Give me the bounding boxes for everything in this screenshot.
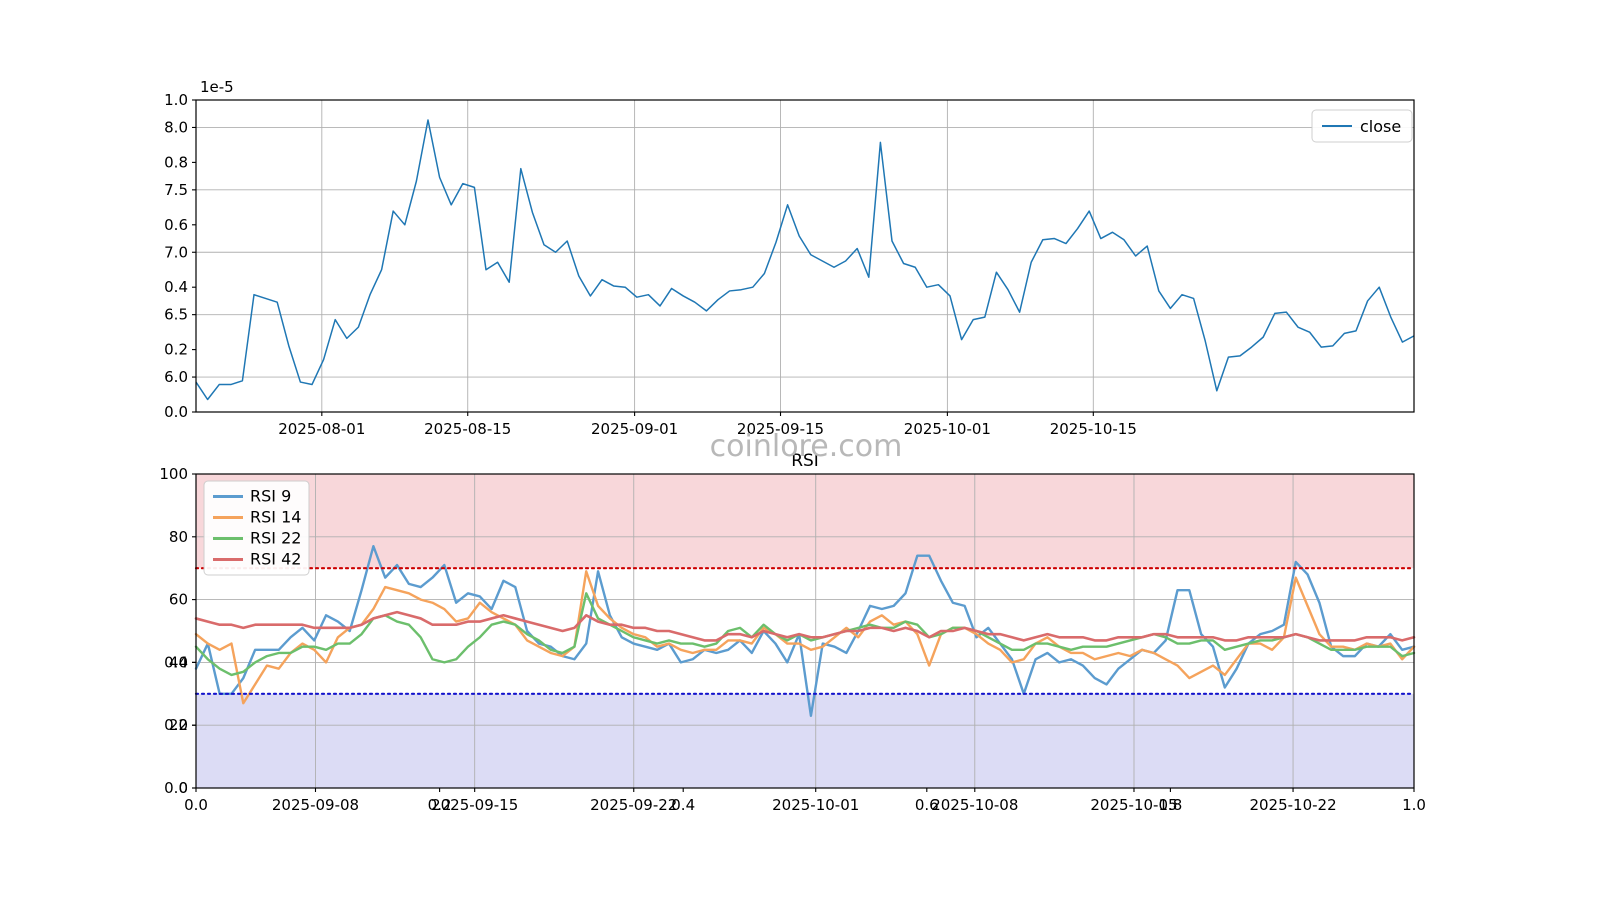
price-panel: 6.0 6.5 7.0 7.5 8.0 0.0 0.2 0.4 0.6 0.8 1.0 2025-08…: [164, 78, 1415, 438]
rsi-line-rsi-22: [194, 592, 1416, 677]
rsi-axes-frame: [195, 473, 1415, 789]
rsi-legend-label-2: RSI 22: [250, 529, 301, 548]
rsi-legend-label-3: RSI 42: [250, 550, 301, 569]
price-overlay-ytick-label: 0.0: [164, 403, 188, 421]
price-xtick-label: 2025-09-15: [737, 420, 824, 438]
rsi-ytick-label: 80: [169, 528, 188, 546]
price-overlay-ytick-label: 1.0: [164, 91, 188, 109]
rsi-title: RSI: [791, 451, 819, 471]
price-xtick-label: 2025-10-01: [904, 420, 991, 438]
price-legend-label: close: [1360, 117, 1401, 136]
rsi-legend-label-0: RSI 9: [250, 487, 291, 506]
price-xtick-label: 2025-10-15: [1050, 420, 1137, 438]
price-xtick-label: 2025-08-01: [278, 420, 365, 438]
rsi-overlay-xtick-label: 0.0: [184, 796, 208, 814]
rsi-ytick-label: 20: [169, 716, 188, 734]
rsi-xtick-label: 2025-09-08: [272, 796, 359, 814]
price-legend-box: [1311, 109, 1413, 143]
rsi-xtick-label: 2025-10-08: [931, 796, 1018, 814]
rsi-ytick-label: 40: [169, 653, 188, 671]
price-overlay-ytick-label: 0.6: [164, 216, 188, 234]
price-overlay-ytick-label: 0.4: [164, 278, 188, 296]
rsi-overlay-xtick-label: 0.8: [1158, 796, 1182, 814]
rsi-oversold-band: [196, 693, 1414, 788]
rsi-ytick-label: 60: [169, 591, 188, 609]
rsi-overlay-ytick-label: 0.2: [164, 716, 188, 734]
rsi-ytick-label: 0: [178, 779, 188, 797]
rsi-line-rsi-42: [194, 610, 1416, 642]
price-xtick-label: 2025-08-15: [424, 420, 511, 438]
price-axes-frame: [195, 99, 1415, 413]
rsi-xtick-label: 2025-10-01: [772, 796, 859, 814]
price-ytick-label: 6.0: [164, 368, 188, 386]
rsi-overlay-xtick-label: 0.4: [671, 796, 695, 814]
price-overlay-ytick-label: 0.2: [164, 341, 188, 359]
rsi-legend-label-1: RSI 14: [250, 508, 301, 527]
rsi-overbought-band: [196, 474, 1414, 569]
rsi-xtick-label: 2025-09-15: [431, 796, 518, 814]
rsi-xtick-label: 2025-09-22: [590, 796, 677, 814]
rsi-panel: 0 20 40 60 80 100 0.0 0.2 0.4 2025-09-08 2025-09-1…: [159, 451, 1426, 814]
price-xtick-label: 2025-09-01: [591, 420, 678, 438]
price-line-close: [195, 119, 1415, 401]
rsi-overlay-xtick-label: 0.2: [428, 796, 452, 814]
rsi-overlay-ytick-label: 0.0: [164, 779, 188, 797]
price-y-offset-label: 1e-5: [200, 78, 234, 96]
rsi-xtick-label: 2025-10-22: [1249, 796, 1336, 814]
rsi-overlay-xtick-label: 0.6: [915, 796, 939, 814]
rsi-line-rsi-14: [194, 570, 1416, 705]
rsi-xtick-label: 2025-10-15: [1090, 796, 1177, 814]
rsi-overlay-xtick-label: 1.0: [1402, 796, 1426, 814]
price-ytick-label: 7.5: [164, 181, 188, 199]
price-ytick-label: 7.0: [164, 243, 188, 261]
price-plot-bg: [196, 100, 1414, 412]
price-overlay-ytick-label: 0.8: [164, 153, 188, 171]
price-ytick-label: 8.0: [164, 118, 188, 136]
price-ytick-label: 6.5: [164, 306, 188, 324]
price-legend: close: [1311, 109, 1413, 143]
rsi-legend-box: [203, 480, 310, 576]
watermark-coinlore: coinlore.com: [710, 429, 903, 464]
rsi-overlay-ytick-label: 0.4: [164, 653, 188, 671]
rsi-legend: RSI 9 RSI 14 RSI 22 RSI 42: [203, 480, 310, 576]
rsi-ytick-label: 100: [159, 465, 188, 483]
